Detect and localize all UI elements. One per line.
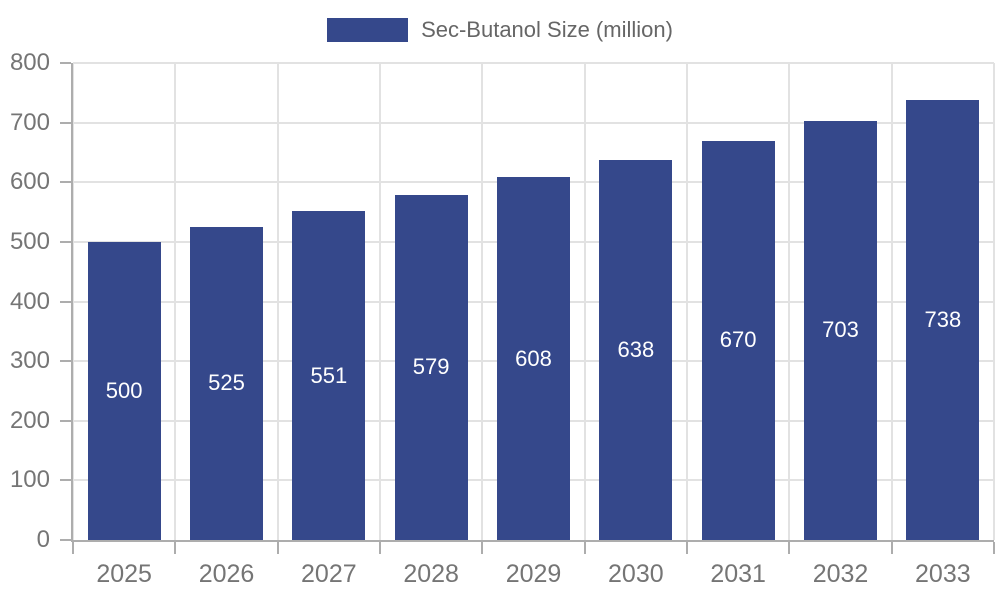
y-axis-tick-300 (60, 360, 71, 363)
x-axis-line (71, 540, 994, 542)
y-axis-tick-label-500: 500 (9, 227, 50, 255)
x-axis-label-2030: 2030 (608, 560, 664, 588)
bar-2025[interactable] (87, 241, 161, 540)
v-gridline-0 (72, 63, 74, 540)
y-axis-tick-label-400: 400 (9, 287, 50, 315)
v-gridline-7 (788, 63, 791, 540)
x-axis-tick-9 (993, 542, 995, 554)
x-axis-label-2029: 2029 (505, 560, 562, 588)
bar-value-label-2031: 670 (719, 327, 757, 353)
v-gridline-8 (890, 63, 893, 540)
x-axis-label-2032: 2032 (812, 560, 869, 588)
bar-2032[interactable] (804, 120, 877, 540)
bar-2031[interactable] (701, 140, 775, 540)
h-gridline-800 (73, 62, 994, 64)
y-axis-tick-label-100: 100 (9, 466, 50, 494)
y-axis-tick-200 (60, 419, 71, 422)
y-axis-tick-500 (60, 240, 71, 243)
legend-label: Sec-Butanol Size (million) (421, 17, 673, 42)
x-axis-tick-6 (686, 542, 688, 554)
x-axis-tick-7 (788, 542, 791, 554)
x-axis-label-2033: 2033 (915, 560, 971, 588)
x-axis-label-2028: 2028 (403, 560, 459, 588)
v-gridline-6 (686, 63, 688, 540)
v-gridline-3 (379, 63, 381, 540)
x-axis-tick-2 (276, 542, 279, 554)
y-axis-tick-700 (60, 121, 71, 124)
bar-value-label-2028: 579 (412, 354, 450, 380)
bar-value-label-2027: 551 (310, 362, 348, 388)
bar-2033[interactable] (906, 99, 980, 540)
v-gridline-9 (993, 63, 995, 540)
y-axis-tick-label-700: 700 (9, 108, 50, 136)
x-axis-label-2031: 2031 (710, 560, 766, 588)
x-axis-label-2027: 2027 (301, 560, 357, 588)
legend-swatch (327, 18, 409, 42)
x-axis-tick-0 (72, 542, 74, 554)
x-axis-tick-8 (890, 542, 893, 554)
x-axis-tick-3 (379, 542, 381, 554)
bar-value-label-2025: 500 (105, 377, 143, 403)
y-axis-tick-label-0: 0 (36, 526, 50, 553)
y-axis-tick-600 (60, 181, 71, 184)
bar-2027[interactable] (292, 211, 366, 540)
v-gridline-1 (174, 63, 177, 540)
v-gridline-2 (276, 63, 279, 540)
v-gridline-5 (583, 63, 586, 540)
y-axis-line (71, 63, 73, 542)
y-axis-tick-label-800: 800 (9, 49, 50, 76)
y-axis-tick-800 (60, 62, 71, 64)
x-axis-tick-4 (481, 542, 484, 554)
y-axis-tick-400 (60, 300, 71, 303)
y-axis-tick-0 (60, 539, 71, 541)
legend[interactable]: Sec-Butanol Size (million) (0, 17, 1000, 43)
x-axis-tick-5 (583, 542, 586, 554)
bar-2029[interactable] (497, 177, 570, 540)
bar-value-label-2029: 608 (515, 345, 552, 371)
y-axis-tick-label-600: 600 (9, 168, 50, 196)
bar-2028[interactable] (394, 194, 468, 540)
bar-value-label-2032: 703 (822, 317, 859, 343)
bar-2026[interactable] (190, 226, 263, 540)
bar-value-label-2030: 638 (617, 336, 655, 362)
bar-value-label-2026: 525 (208, 370, 245, 396)
h-gridline-700 (73, 121, 994, 124)
y-axis-tick-100 (60, 479, 71, 482)
bar-2030[interactable] (599, 159, 673, 540)
bar-value-label-2033: 738 (924, 306, 962, 332)
y-axis-tick-label-300: 300 (9, 347, 50, 375)
y-axis-tick-label-200: 200 (9, 406, 50, 434)
v-gridline-4 (481, 63, 484, 540)
x-axis-tick-1 (174, 542, 177, 554)
x-axis-label-2025: 2025 (96, 560, 152, 588)
x-axis-label-2026: 2026 (198, 560, 255, 588)
